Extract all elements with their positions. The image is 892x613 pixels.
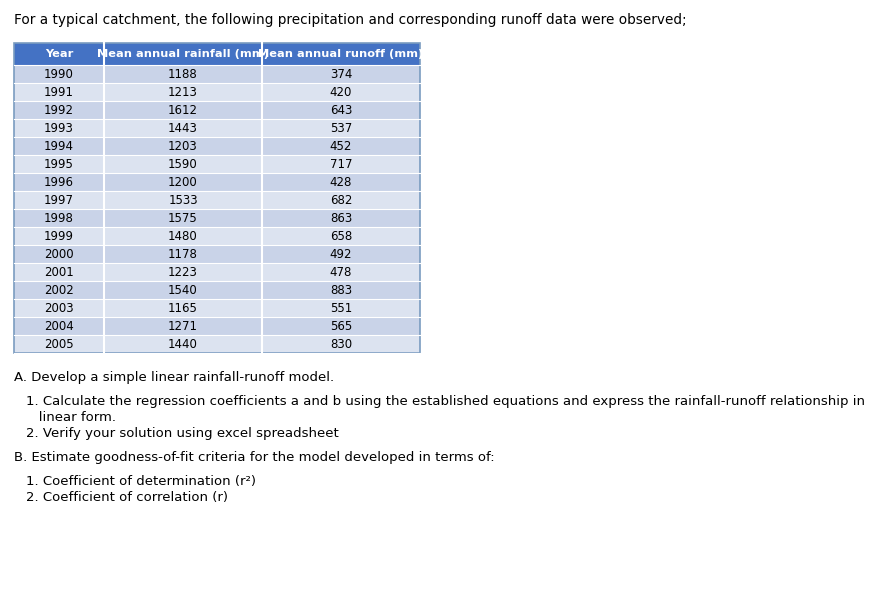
Text: 1165: 1165 xyxy=(168,302,198,314)
Text: 2. Verify your solution using excel spreadsheet: 2. Verify your solution using excel spre… xyxy=(26,427,339,440)
Text: 420: 420 xyxy=(330,85,352,99)
Text: A. Develop a simple linear rainfall-runoff model.: A. Develop a simple linear rainfall-runo… xyxy=(14,371,334,384)
Bar xyxy=(14,245,420,263)
Text: 565: 565 xyxy=(330,319,352,332)
Bar xyxy=(14,281,420,299)
Text: 1590: 1590 xyxy=(168,158,198,170)
Text: B. Estimate goodness-of-fit criteria for the model developed in terms of:: B. Estimate goodness-of-fit criteria for… xyxy=(14,451,495,464)
Text: 1443: 1443 xyxy=(168,121,198,134)
Text: 428: 428 xyxy=(330,175,352,189)
Text: 863: 863 xyxy=(330,211,352,224)
Text: 643: 643 xyxy=(330,104,352,116)
Text: 883: 883 xyxy=(330,283,352,297)
Text: 2001: 2001 xyxy=(44,265,74,278)
Text: 2003: 2003 xyxy=(45,302,74,314)
Text: 1999: 1999 xyxy=(44,229,74,243)
Bar xyxy=(14,155,420,173)
Text: 1533: 1533 xyxy=(169,194,198,207)
Text: 1440: 1440 xyxy=(168,338,198,351)
Text: 1200: 1200 xyxy=(168,175,198,189)
Text: 2. Coefficient of correlation (r): 2. Coefficient of correlation (r) xyxy=(26,491,228,504)
Bar xyxy=(14,43,420,353)
Text: 1993: 1993 xyxy=(44,121,74,134)
Text: 1223: 1223 xyxy=(168,265,198,278)
Bar xyxy=(14,209,420,227)
Text: 1612: 1612 xyxy=(168,104,198,116)
Bar xyxy=(14,101,420,119)
Text: 1998: 1998 xyxy=(44,211,74,224)
Bar xyxy=(14,299,420,317)
Text: 478: 478 xyxy=(330,265,352,278)
Text: 1540: 1540 xyxy=(168,283,198,297)
Text: 1991: 1991 xyxy=(44,85,74,99)
Text: 1997: 1997 xyxy=(44,194,74,207)
Text: 1575: 1575 xyxy=(168,211,198,224)
Text: 1203: 1203 xyxy=(168,140,198,153)
Text: Mean annual runoff (mm): Mean annual runoff (mm) xyxy=(259,49,424,59)
Text: 1188: 1188 xyxy=(168,67,198,80)
Text: linear form.: linear form. xyxy=(26,411,116,424)
Text: 1. Calculate the regression coefficients a and b using the established equations: 1. Calculate the regression coefficients… xyxy=(26,395,865,408)
Bar xyxy=(14,227,420,245)
Text: 717: 717 xyxy=(330,158,352,170)
Text: 830: 830 xyxy=(330,338,352,351)
Text: 1994: 1994 xyxy=(44,140,74,153)
Text: 1213: 1213 xyxy=(168,85,198,99)
Text: For a typical catchment, the following precipitation and corresponding runoff da: For a typical catchment, the following p… xyxy=(14,13,687,27)
Bar xyxy=(14,317,420,335)
Bar xyxy=(14,137,420,155)
Text: Year: Year xyxy=(45,49,73,59)
Text: 1480: 1480 xyxy=(168,229,198,243)
Bar xyxy=(14,335,420,353)
Text: 452: 452 xyxy=(330,140,352,153)
Bar xyxy=(14,191,420,209)
Text: 2000: 2000 xyxy=(45,248,74,261)
Text: 1992: 1992 xyxy=(44,104,74,116)
Text: 374: 374 xyxy=(330,67,352,80)
Text: 551: 551 xyxy=(330,302,352,314)
Text: 1. Coefficient of determination (r²): 1. Coefficient of determination (r²) xyxy=(26,475,256,488)
Text: 537: 537 xyxy=(330,121,352,134)
Text: 682: 682 xyxy=(330,194,352,207)
Text: 1990: 1990 xyxy=(44,67,74,80)
Text: 2004: 2004 xyxy=(44,319,74,332)
Text: 1271: 1271 xyxy=(168,319,198,332)
Text: 1995: 1995 xyxy=(44,158,74,170)
Text: 2005: 2005 xyxy=(45,338,74,351)
Bar xyxy=(14,173,420,191)
Text: 658: 658 xyxy=(330,229,352,243)
Bar xyxy=(14,65,420,83)
Bar xyxy=(14,119,420,137)
Text: 1178: 1178 xyxy=(168,248,198,261)
Text: 2002: 2002 xyxy=(44,283,74,297)
Bar xyxy=(14,263,420,281)
Bar xyxy=(14,83,420,101)
Text: Mean annual rainfall (mm): Mean annual rainfall (mm) xyxy=(97,49,268,59)
Text: 492: 492 xyxy=(330,248,352,261)
Text: 1996: 1996 xyxy=(44,175,74,189)
Bar xyxy=(14,43,420,65)
